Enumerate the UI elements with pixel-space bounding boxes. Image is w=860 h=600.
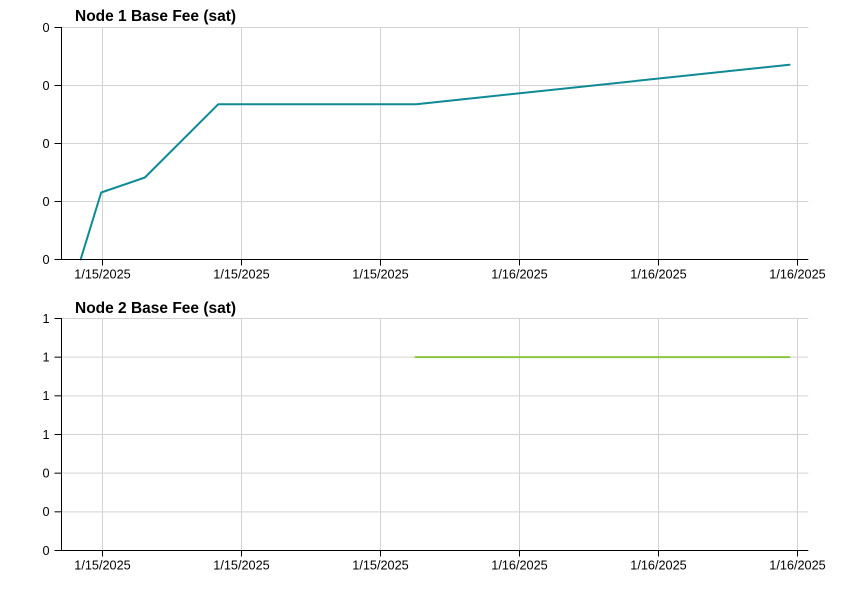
svg-text:1/15/2025: 1/15/2025: [213, 558, 269, 572]
svg-text:0: 0: [42, 21, 49, 35]
svg-text:1/15/2025: 1/15/2025: [74, 267, 130, 281]
svg-text:1/16/2025: 1/16/2025: [630, 558, 686, 572]
svg-text:0: 0: [42, 137, 49, 151]
svg-text:Node 1 Base Fee (sat): Node 1 Base Fee (sat): [75, 8, 236, 25]
svg-text:1/15/2025: 1/15/2025: [213, 267, 269, 281]
svg-text:0: 0: [42, 253, 49, 267]
svg-text:1/16/2025: 1/16/2025: [491, 267, 547, 281]
svg-text:1: 1: [42, 312, 49, 326]
svg-text:0: 0: [42, 195, 49, 209]
svg-text:1: 1: [42, 350, 49, 364]
svg-text:1: 1: [42, 389, 49, 403]
svg-text:0: 0: [42, 544, 49, 558]
svg-text:Node 2 Base Fee (sat): Node 2 Base Fee (sat): [75, 300, 236, 317]
svg-text:0: 0: [42, 466, 49, 480]
svg-text:1/16/2025: 1/16/2025: [769, 558, 825, 572]
svg-text:0: 0: [42, 79, 49, 93]
svg-text:1/15/2025: 1/15/2025: [352, 267, 408, 281]
svg-text:1/15/2025: 1/15/2025: [352, 558, 408, 572]
svg-text:1/16/2025: 1/16/2025: [769, 267, 825, 281]
svg-text:1/16/2025: 1/16/2025: [630, 267, 686, 281]
svg-text:1/15/2025: 1/15/2025: [74, 558, 130, 572]
svg-text:0: 0: [42, 505, 49, 519]
svg-text:1: 1: [42, 428, 49, 442]
svg-text:1/16/2025: 1/16/2025: [491, 558, 547, 572]
